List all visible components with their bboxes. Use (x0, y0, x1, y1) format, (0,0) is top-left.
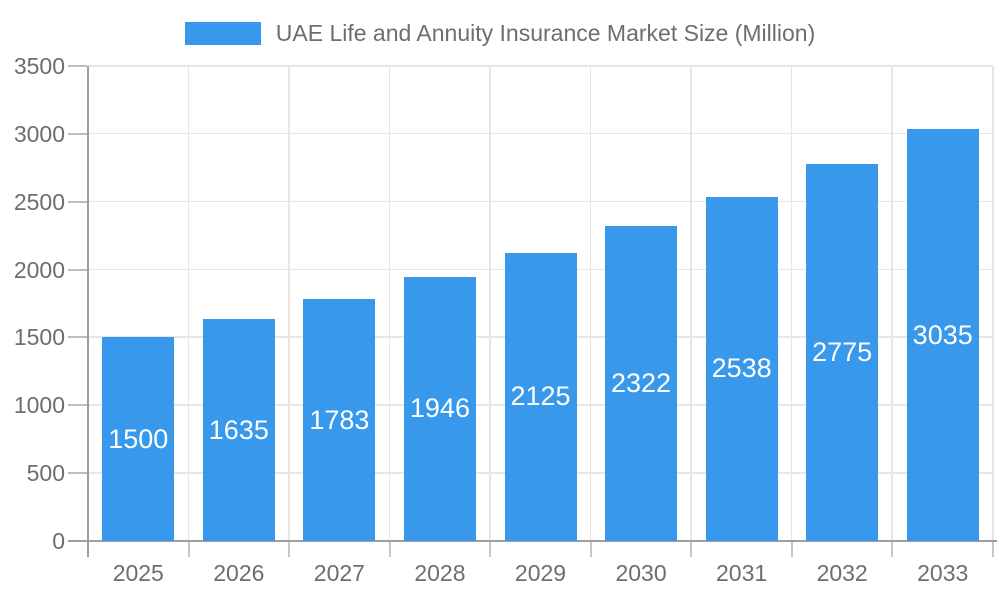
gridline-vertical (489, 66, 491, 541)
bar-value-label: 1635 (208, 414, 269, 445)
y-axis-tick (68, 65, 87, 67)
y-axis-tick (68, 132, 87, 135)
bar[interactable]: 1635 (202, 319, 275, 541)
y-axis-tick (68, 404, 87, 407)
x-axis-label: 2028 (414, 560, 466, 586)
bar-value-label: 2775 (812, 337, 873, 368)
y-axis-line (87, 66, 89, 557)
y-axis-label: 2500 (13, 188, 65, 215)
gridline-vertical (589, 66, 592, 541)
gridline-vertical (288, 66, 290, 541)
legend[interactable]: UAE Life and Annuity Insurance Market Si… (0, 20, 1000, 47)
x-axis-tick (489, 542, 492, 557)
y-axis-label: 2000 (13, 256, 65, 283)
bar-value-label: 2322 (611, 367, 672, 398)
y-axis-label: 500 (26, 460, 65, 487)
y-axis-label: 3000 (13, 120, 65, 147)
x-axis-label: 2026 (213, 560, 265, 586)
y-axis-label: 0 (52, 528, 65, 554)
legend-swatch (184, 22, 261, 45)
bar[interactable]: 3035 (906, 129, 979, 541)
y-axis-label: 1500 (13, 324, 65, 351)
x-axis-tick (992, 542, 994, 557)
bar-value-label: 2125 (510, 381, 571, 412)
x-axis-line (68, 540, 997, 542)
gridline-vertical (992, 66, 994, 541)
y-axis-tick (68, 268, 87, 271)
x-axis-label: 2027 (313, 560, 365, 586)
x-axis-label: 2029 (514, 560, 567, 586)
bar-value-label: 1946 (409, 393, 470, 424)
bar[interactable]: 1783 (303, 299, 376, 541)
bar[interactable]: 2125 (504, 252, 577, 541)
x-axis-tick (690, 542, 693, 557)
bar[interactable]: 2775 (806, 164, 879, 541)
y-axis-tick (68, 336, 87, 339)
x-axis-label: 2032 (816, 560, 868, 586)
gridline-horizontal (88, 200, 993, 203)
x-axis-label: 2031 (716, 560, 768, 586)
x-axis-tick (288, 542, 291, 557)
bar-value-label: 2538 (711, 353, 772, 384)
gridline-vertical (790, 66, 793, 541)
bar[interactable]: 1946 (403, 276, 476, 541)
gridline-vertical (690, 66, 692, 541)
x-axis-tick (589, 542, 592, 557)
bar-value-label: 1500 (108, 423, 169, 454)
x-axis-label: 2025 (112, 560, 164, 586)
gridline-vertical (891, 66, 893, 541)
gridline-horizontal (88, 65, 993, 67)
x-axis-tick (790, 542, 793, 557)
bar-value-label: 3035 (912, 319, 973, 350)
gridline-horizontal (88, 132, 993, 135)
gridline-vertical (388, 66, 391, 541)
x-axis-label: 2030 (615, 560, 667, 586)
bar[interactable]: 2538 (705, 196, 778, 541)
bar-value-label: 1783 (309, 404, 370, 435)
bar[interactable]: 2322 (605, 225, 678, 541)
x-axis-tick (388, 542, 391, 557)
x-axis-label: 2033 (917, 560, 969, 586)
y-axis-tick (68, 472, 87, 475)
bar[interactable]: 1500 (102, 337, 175, 541)
y-axis-tick (68, 200, 87, 203)
gridline-vertical (187, 66, 190, 541)
chart-title: UAE Life and Annuity Insurance Market Si… (275, 20, 816, 46)
x-axis-tick (891, 542, 894, 557)
y-axis-label: 3500 (13, 53, 65, 79)
y-axis-label: 1000 (13, 392, 65, 419)
x-axis-tick (187, 542, 190, 557)
